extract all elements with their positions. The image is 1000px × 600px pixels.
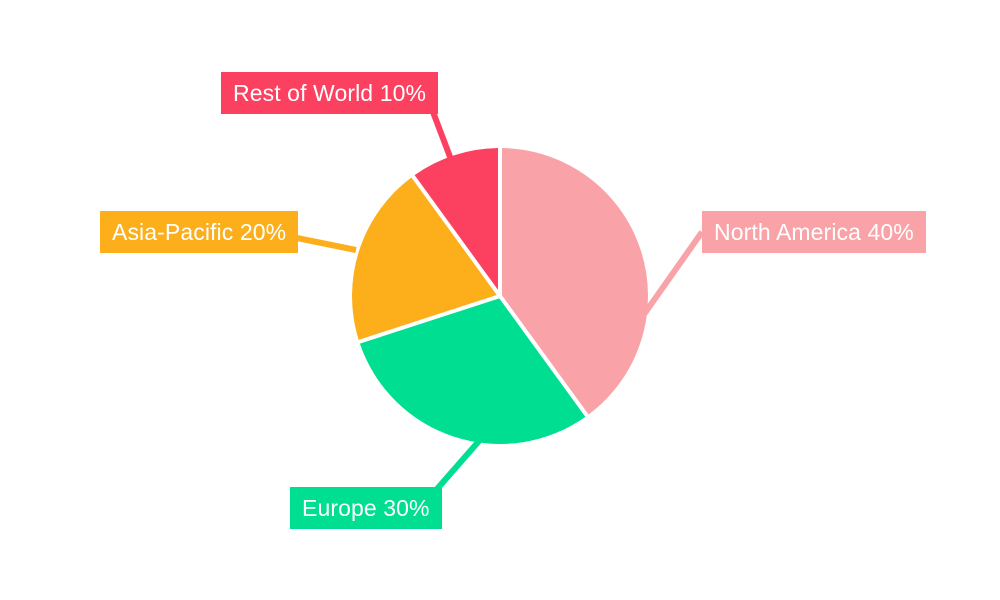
pie-slice-asia-pacific[interactable] bbox=[352, 177, 497, 340]
pie-slice-north-america[interactable] bbox=[502, 148, 649, 415]
pie-label-rest-of-world[interactable]: Rest of World 10% bbox=[221, 72, 439, 114]
pie-label-asia-pacific[interactable]: Asia-Pacific 20% bbox=[100, 211, 299, 253]
pie-label-north-america-text: North America 40% bbox=[714, 218, 914, 245]
pie-label-rest-of-world-text: Rest of World 10% bbox=[233, 79, 427, 106]
leader-line-asia-pacific bbox=[296, 235, 357, 253]
pie-label-europe-text: Europe 30% bbox=[302, 494, 430, 521]
pie-label-europe[interactable]: Europe 30% bbox=[290, 487, 442, 529]
pie-label-asia-pacific-text: Asia-Pacific 20% bbox=[112, 218, 287, 245]
pie-slice-europe[interactable] bbox=[359, 298, 586, 445]
pie-label-north-america[interactable]: North America 40% bbox=[702, 211, 926, 253]
pie-slice-rest-of-world[interactable] bbox=[414, 148, 498, 290]
leader-line-europe bbox=[434, 439, 482, 491]
pie-slices bbox=[352, 148, 649, 445]
